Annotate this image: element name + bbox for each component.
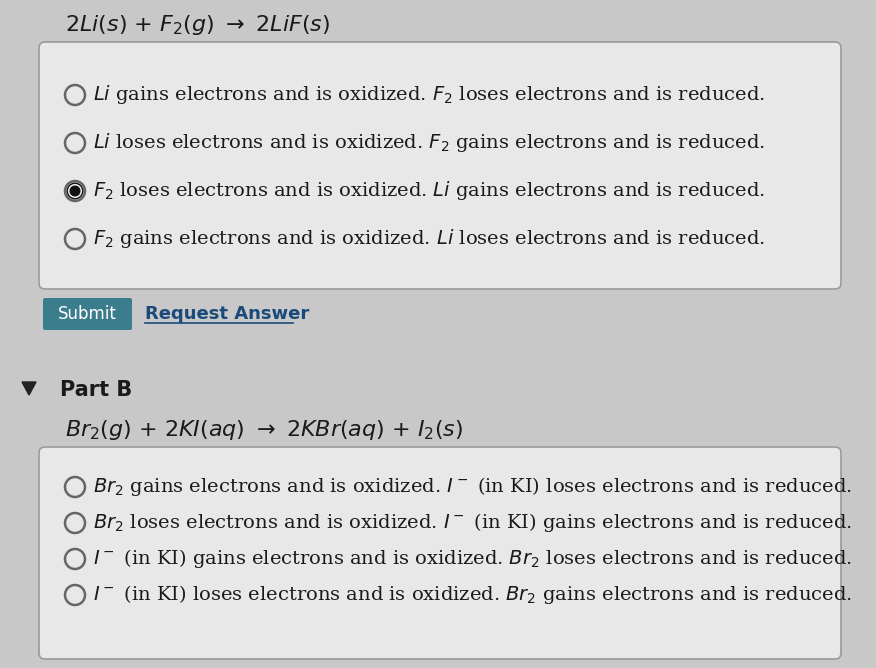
Text: Request Answer: Request Answer bbox=[145, 305, 309, 323]
Polygon shape bbox=[22, 382, 36, 395]
Text: $\mathit{F_2}$ gains electrons and is oxidized. $\mathit{Li}$ loses electrons an: $\mathit{F_2}$ gains electrons and is ox… bbox=[93, 228, 765, 250]
Text: $\mathit{I^-}$ (in KI) gains electrons and is oxidized. $\mathit{Br_2}$ loses el: $\mathit{I^-}$ (in KI) gains electrons a… bbox=[93, 548, 852, 570]
Circle shape bbox=[69, 186, 81, 196]
Text: $\mathit{I^-}$ (in KI) loses electrons and is oxidized. $\mathit{Br_2}$ gains el: $\mathit{I^-}$ (in KI) loses electrons a… bbox=[93, 584, 852, 607]
Text: $\mathit{F_2}$ loses electrons and is oxidized. $\mathit{Li}$ gains electrons an: $\mathit{F_2}$ loses electrons and is ox… bbox=[93, 180, 765, 202]
Text: $\mathit{Li}$ loses electrons and is oxidized. $\mathit{F_2}$ gains electrons an: $\mathit{Li}$ loses electrons and is oxi… bbox=[93, 132, 765, 154]
Text: $\mathit{Li}$ gains electrons and is oxidized. $\mathit{F_2}$ loses electrons an: $\mathit{Li}$ gains electrons and is oxi… bbox=[93, 84, 765, 106]
Text: Part B: Part B bbox=[60, 380, 132, 400]
FancyBboxPatch shape bbox=[39, 447, 841, 659]
FancyBboxPatch shape bbox=[43, 298, 132, 330]
Text: $\mathit{2Li(s)}$ $+$ $\mathit{F_2(g)}$ $\rightarrow$ $\mathit{2LiF(s)}$: $\mathit{2Li(s)}$ $+$ $\mathit{F_2(g)}$ … bbox=[65, 13, 330, 37]
FancyBboxPatch shape bbox=[39, 42, 841, 289]
Text: $\mathit{Br_2(g)}$ $+$ $\mathit{2KI(aq)}$ $\rightarrow$ $\mathit{2KBr(aq)}$ $+$ : $\mathit{Br_2(g)}$ $+$ $\mathit{2KI(aq)}… bbox=[65, 418, 463, 442]
Text: Submit: Submit bbox=[58, 305, 117, 323]
Text: $\mathit{Br_2}$ gains electrons and is oxidized. $\mathit{I^-}$ (in KI) loses el: $\mathit{Br_2}$ gains electrons and is o… bbox=[93, 476, 852, 498]
Text: $\mathit{Br_2}$ loses electrons and is oxidized. $\mathit{I^-}$ (in KI) gains el: $\mathit{Br_2}$ loses electrons and is o… bbox=[93, 512, 852, 534]
